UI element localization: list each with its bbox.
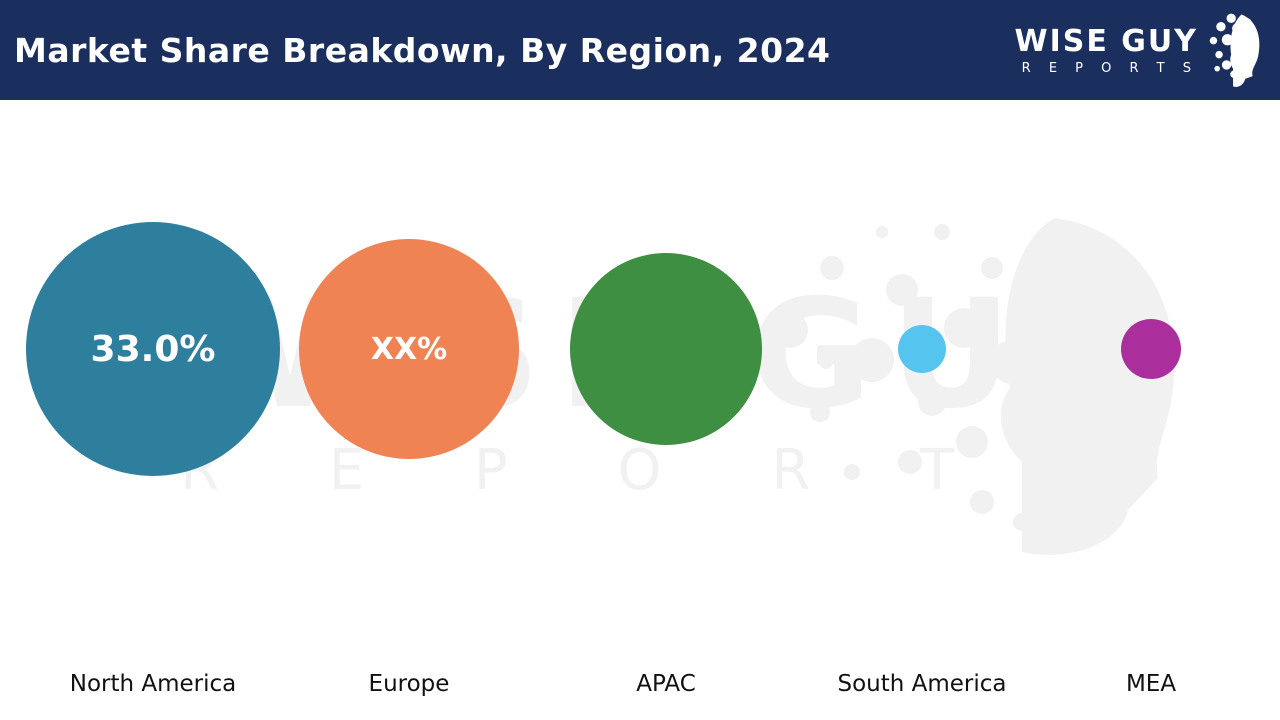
bubble-europe-value: XX% (370, 331, 448, 367)
watermark-reports-text: R E P O R T S (180, 438, 1146, 503)
region-label-mea: MEA (1125, 671, 1177, 697)
bubble-europe: XX% (299, 239, 519, 459)
region-label-europe: Europe (368, 671, 450, 697)
brand-logo-text: WISE GUY R E P O R T S (1014, 24, 1198, 76)
bubble-south-america (898, 325, 946, 373)
brand-name: WISE GUY (1014, 24, 1198, 59)
bubble-north-america: 33.0% (26, 222, 280, 476)
watermark-face-icon (772, 218, 1175, 555)
region-label-apac: APAC (636, 671, 696, 697)
brand-subtitle: R E P O R T S (1021, 61, 1198, 76)
page-title: Market Share Breakdown, By Region, 2024 (14, 30, 831, 70)
region-label-south-america: South America (837, 671, 1007, 697)
header: Market Share Breakdown, By Region, 2024 … (0, 0, 1280, 100)
bubble-north-america-value: 33.0% (90, 328, 216, 370)
brand-face-icon (1209, 13, 1260, 87)
bubble-apac (570, 253, 762, 445)
region-label-north-america: North America (69, 671, 237, 697)
brand-logo: WISE GUY R E P O R T S (1014, 10, 1262, 90)
bubble-mea (1121, 319, 1181, 379)
